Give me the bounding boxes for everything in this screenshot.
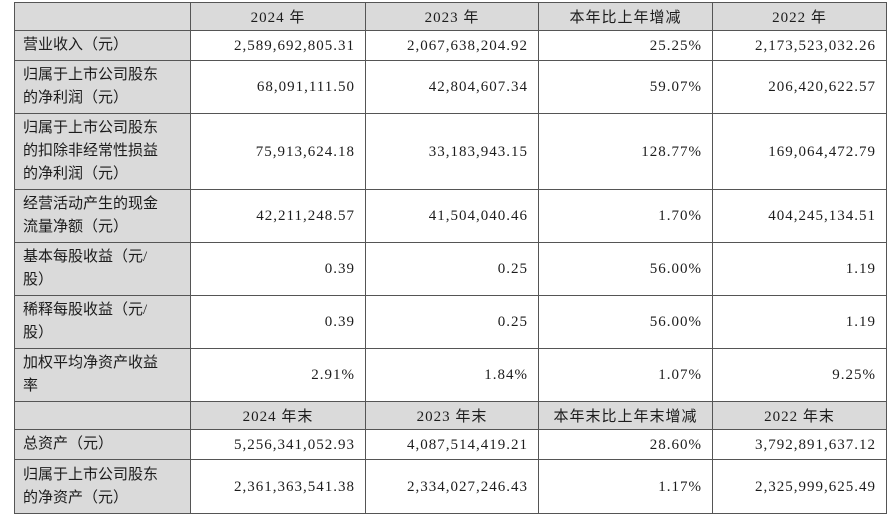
- column-header-year-end-change: 本年末比上年末增减: [538, 401, 713, 430]
- cell-value: 1.70%: [538, 189, 713, 243]
- cell-value: 5,256,341,052.93: [190, 429, 366, 460]
- cell-value: 2,067,638,204.92: [365, 30, 539, 61]
- table-header-year-end: 2024 年末 2023 年末 本年末比上年末增减 2022 年末: [14, 401, 887, 430]
- cell-value: 3,792,891,637.12: [712, 429, 887, 460]
- cell-value: 2,325,999,625.49: [712, 459, 887, 514]
- cell-value: 68,091,111.50: [190, 60, 366, 114]
- cell-value: 42,804,607.34: [365, 60, 539, 114]
- table-row-weighted-avg-roe: 加权平均净资产收益 率 2.91% 1.84% 1.07% 9.25%: [14, 348, 887, 402]
- table-row-basic-eps: 基本每股收益（元/ 股） 0.39 0.25 56.00% 1.19: [14, 242, 887, 296]
- table-row-net-assets: 归属于上市公司股东 的净资产（元） 2,361,363,541.38 2,334…: [14, 459, 887, 514]
- cell-value: 9.25%: [712, 348, 887, 402]
- column-header-2023: 2023 年: [365, 2, 539, 31]
- column-header-2024-end: 2024 年末: [190, 401, 366, 430]
- column-header-2023-end: 2023 年末: [365, 401, 539, 430]
- row-label: 加权平均净资产收益 率: [14, 348, 191, 402]
- table-row-net-profit-excl-nonrecurring: 归属于上市公司股东 的扣除非经常性损益 的净利润（元） 75,913,624.1…: [14, 113, 887, 190]
- column-header-2022: 2022 年: [712, 2, 887, 31]
- row-label: 归属于上市公司股东 的扣除非经常性损益 的净利润（元）: [14, 113, 191, 190]
- row-label: 归属于上市公司股东 的净资产（元）: [14, 459, 191, 514]
- cell-value: 169,064,472.79: [712, 113, 887, 190]
- cell-value: 1.19: [712, 295, 887, 349]
- cell-value: 0.25: [365, 242, 539, 296]
- cell-value: 2,589,692,805.31: [190, 30, 366, 61]
- cell-value: 1.17%: [538, 459, 713, 514]
- cell-value: 0.25: [365, 295, 539, 349]
- table-header-annual: 2024 年 2023 年 本年比上年增减 2022 年: [14, 2, 887, 31]
- table-row-operating-cash-flow: 经营活动产生的现金 流量净额（元） 42,211,248.57 41,504,0…: [14, 189, 887, 243]
- row-label: 营业收入（元）: [14, 30, 191, 61]
- row-label: 基本每股收益（元/ 股）: [14, 242, 191, 296]
- cell-value: 404,245,134.51: [712, 189, 887, 243]
- cell-value: 42,211,248.57: [190, 189, 366, 243]
- table-row-net-profit: 归属于上市公司股东 的净利润（元） 68,091,111.50 42,804,6…: [14, 60, 887, 114]
- cell-value: 59.07%: [538, 60, 713, 114]
- cell-value: 0.39: [190, 242, 366, 296]
- cell-value: 1.84%: [365, 348, 539, 402]
- cell-value: 2,334,027,246.43: [365, 459, 539, 514]
- cell-value: 33,183,943.15: [365, 113, 539, 190]
- row-label: 稀释每股收益（元/ 股）: [14, 295, 191, 349]
- cell-value: 206,420,622.57: [712, 60, 887, 114]
- column-header-2024: 2024 年: [190, 2, 366, 31]
- cell-value: 75,913,624.18: [190, 113, 366, 190]
- cell-value: 0.39: [190, 295, 366, 349]
- column-header-yoy-change: 本年比上年增减: [538, 2, 713, 31]
- cell-value: 25.25%: [538, 30, 713, 61]
- cell-value: 2.91%: [190, 348, 366, 402]
- cell-value: 1.19: [712, 242, 887, 296]
- header-corner-cell: [14, 401, 191, 430]
- row-label: 总资产（元）: [14, 429, 191, 460]
- row-label: 归属于上市公司股东 的净利润（元）: [14, 60, 191, 114]
- table-row-diluted-eps: 稀释每股收益（元/ 股） 0.39 0.25 56.00% 1.19: [14, 295, 887, 349]
- column-header-2022-end: 2022 年末: [712, 401, 887, 430]
- cell-value: 56.00%: [538, 242, 713, 296]
- cell-value: 4,087,514,419.21: [365, 429, 539, 460]
- header-corner-cell: [14, 2, 191, 31]
- financial-summary-table: 2024 年 2023 年 本年比上年增减 2022 年 营业收入（元） 2,5…: [14, 2, 887, 514]
- cell-value: 2,361,363,541.38: [190, 459, 366, 514]
- cell-value: 41,504,040.46: [365, 189, 539, 243]
- cell-value: 128.77%: [538, 113, 713, 190]
- cell-value: 28.60%: [538, 429, 713, 460]
- row-label: 经营活动产生的现金 流量净额（元）: [14, 189, 191, 243]
- financial-summary: 2024 年 2023 年 本年比上年增减 2022 年 营业收入（元） 2,5…: [14, 2, 887, 514]
- table-row-revenue: 营业收入（元） 2,589,692,805.31 2,067,638,204.9…: [14, 30, 887, 61]
- cell-value: 2,173,523,032.26: [712, 30, 887, 61]
- cell-value: 1.07%: [538, 348, 713, 402]
- table-row-total-assets: 总资产（元） 5,256,341,052.93 4,087,514,419.21…: [14, 429, 887, 460]
- cell-value: 56.00%: [538, 295, 713, 349]
